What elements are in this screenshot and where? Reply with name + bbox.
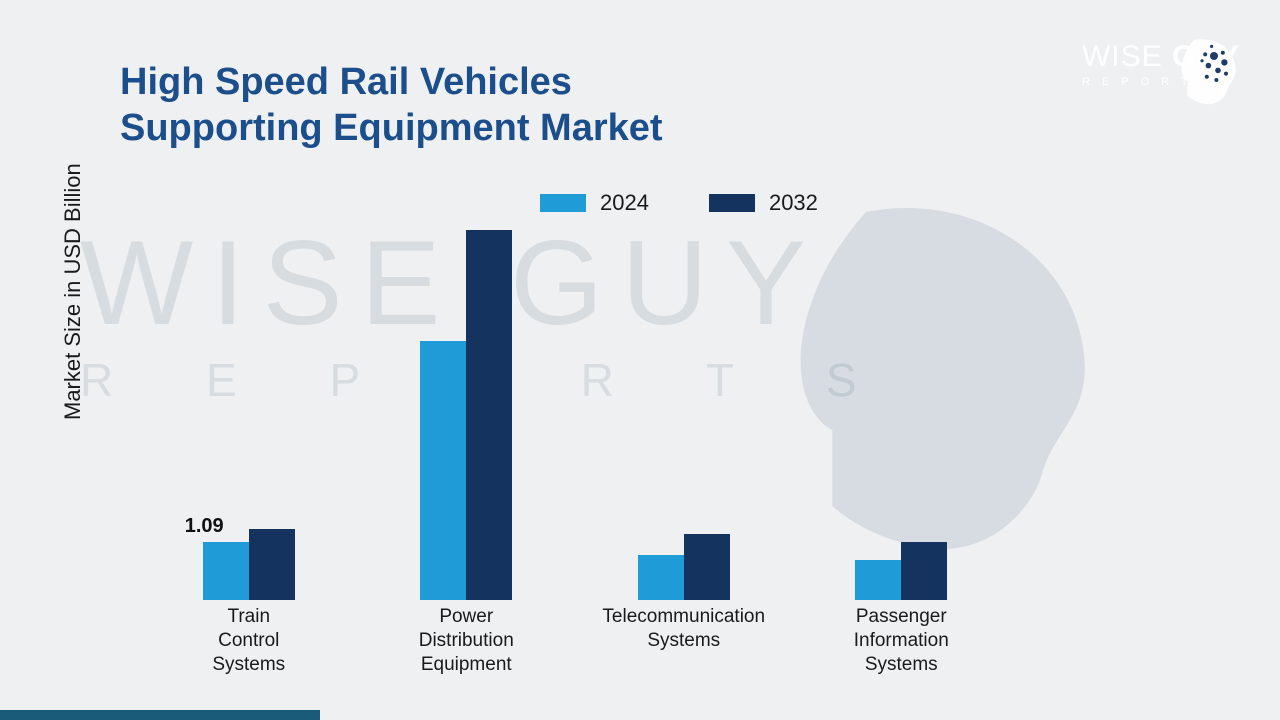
bottom-accent-bar [0,710,320,720]
bar-train-control-2024 [203,542,249,600]
group-telecom [575,534,793,600]
xlabel-passenger-info: Passenger Information Systems [793,605,1011,676]
bar-telecom-2032 [684,534,730,600]
xlabel-power-dist: Power Distribution Equipment [358,605,576,676]
legend-item-2032: 2032 [709,190,818,216]
bar-power-dist-2032 [466,230,512,600]
bar-power-dist-2024 [420,341,466,600]
group-power-dist [358,230,576,600]
x-axis-labels: Train Control Systems Power Distribution… [110,605,1010,676]
legend: 2024 2032 [540,190,818,216]
y-axis-label: Market Size in USD Billion [60,163,86,420]
bar-passenger-info-2024 [855,560,901,600]
legend-item-2024: 2024 [540,190,649,216]
bar-groups: 1.09 [110,230,1010,600]
bar-passenger-info-2032 [901,542,947,600]
chart-title: High Speed Rail Vehicles Supporting Equi… [120,60,780,151]
bar-train-control-2032 [249,529,295,600]
chart-area: 1.09 [110,230,1010,600]
group-passenger-info [793,542,1011,600]
legend-swatch-2032 [709,194,755,212]
brand-logo: WISE GUY REPORTS [1082,40,1240,88]
legend-label-2024: 2024 [600,190,649,216]
legend-label-2032: 2032 [769,190,818,216]
brand-word-1: WISE [1082,40,1172,73]
group-train-control: 1.09 [140,529,358,600]
xlabel-train-control: Train Control Systems [140,605,358,676]
xlabel-telecom: Telecommunication Systems [575,605,793,676]
brand-head-icon [1170,32,1250,112]
bar-value-label: 1.09 [185,515,224,538]
legend-swatch-2024 [540,194,586,212]
canvas: WISE GUY R E P O R T S High Speed Rail V… [0,0,1280,720]
bar-telecom-2024 [638,555,684,600]
